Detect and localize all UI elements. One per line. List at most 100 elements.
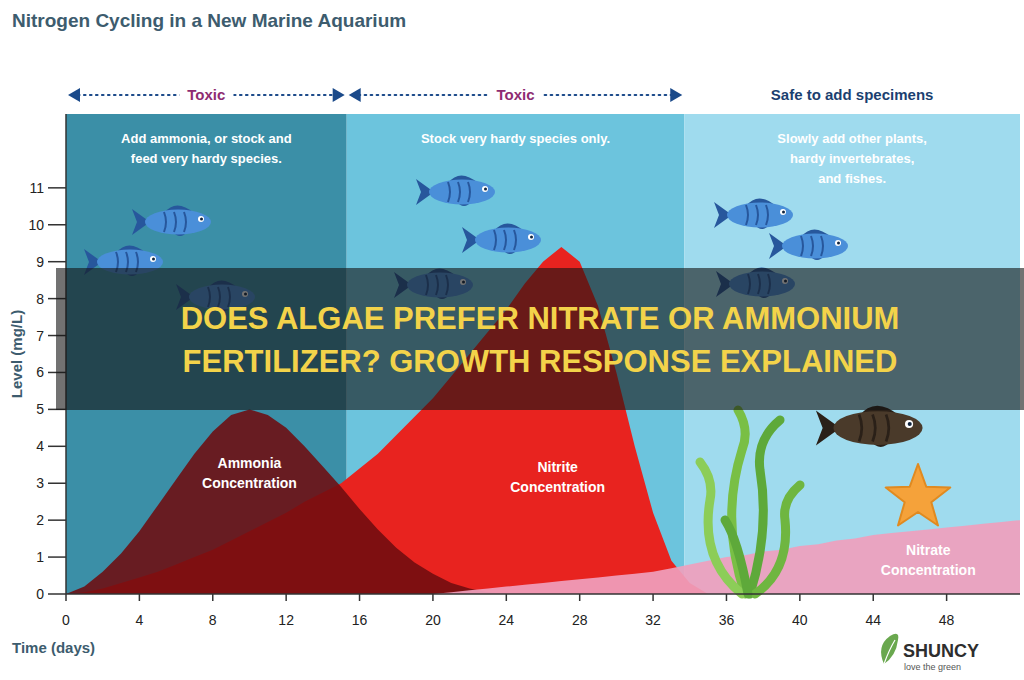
series-label-line: Concentration — [510, 479, 605, 495]
chart: Nitrogen Cycling in a New Marine Aquariu… — [0, 0, 1024, 680]
fish-stripe — [859, 415, 862, 442]
series-label: Ammonia Concentration — [202, 455, 297, 491]
fish-stripe — [886, 415, 889, 442]
zone-arrow-head — [670, 88, 682, 102]
x-tick-label: 32 — [645, 612, 661, 628]
x-tick — [579, 594, 581, 601]
series-label: Nitrite Concentration — [510, 459, 605, 495]
y-tick — [48, 519, 66, 521]
zone-header: Safe to add specimens — [771, 86, 934, 103]
x-axis-title: Time (days) — [12, 639, 95, 656]
zone-header-ground — [763, 85, 942, 105]
fish-illustration — [769, 230, 848, 261]
plant-illustration — [700, 410, 800, 594]
series-label-line: Ammonia — [218, 455, 282, 471]
fish-stripe — [801, 236, 803, 256]
fish-stripe — [504, 230, 506, 250]
watermark-text: SHUNCY — [903, 641, 979, 661]
fish-pupil — [530, 236, 533, 239]
x-tick-label: 44 — [865, 612, 881, 628]
y-tick-label: 6 — [36, 364, 44, 380]
fish-pupil — [200, 218, 203, 221]
y-tick-label: 4 — [36, 438, 44, 454]
zone-note: Stock very hardy species only. — [421, 131, 610, 146]
fish-stripe — [164, 212, 166, 232]
x-tick-label: 12 — [278, 612, 294, 628]
fish-body — [429, 180, 495, 205]
x-tick-label: 36 — [719, 612, 735, 628]
fish-stripe — [174, 212, 176, 232]
watermark: SHUNCYlove the green — [881, 634, 979, 672]
fish-stripe — [514, 230, 516, 250]
x-tick — [359, 594, 361, 601]
fish-pupil — [484, 188, 487, 191]
fish-stripe — [873, 415, 876, 442]
y-tick-label: 3 — [36, 475, 44, 491]
zone-header: Toxic — [496, 86, 534, 103]
x-tick — [872, 594, 874, 601]
fish-stripe — [756, 205, 758, 225]
zone-note: hardy invertebrates, — [790, 151, 914, 166]
fish-illustration — [816, 406, 923, 447]
x-tick-label: 40 — [792, 612, 808, 628]
series-label-line: Concentration — [202, 475, 297, 491]
watermark-leaf — [881, 634, 898, 664]
zone-arrow-head — [68, 88, 80, 102]
chart-title: Nitrogen Cycling in a New Marine Aquariu… — [12, 10, 406, 31]
y-tick-label: 10 — [28, 217, 44, 233]
y-tick-label: 5 — [36, 401, 44, 417]
x-tick — [726, 594, 728, 601]
y-tick — [48, 593, 66, 595]
series-label-line: Nitrite — [537, 459, 578, 475]
fish-pupil — [152, 258, 155, 261]
fish-eye — [905, 420, 913, 428]
zones — [66, 114, 1020, 594]
fish-eye — [482, 186, 488, 192]
plant-blade — [700, 462, 742, 594]
fish-pupil — [908, 422, 912, 426]
x-tick — [65, 594, 67, 601]
zone-arrow-head — [349, 88, 361, 102]
x-tick — [432, 594, 434, 601]
fish-illustration — [132, 206, 211, 237]
y-tick — [48, 556, 66, 558]
x-tick — [139, 594, 141, 601]
x-tick-label: 48 — [939, 612, 955, 628]
banner-line: FERTILIZER? GROWTH RESPONSE EXPLAINED — [183, 344, 898, 379]
y-tick-label: 2 — [36, 512, 44, 528]
y-tick — [48, 187, 66, 189]
x-tick — [506, 594, 508, 601]
x-tick-label: 0 — [62, 612, 70, 628]
fish-eye — [150, 256, 156, 262]
fish-stripe — [494, 230, 496, 250]
y-tick — [48, 261, 66, 263]
y-tick-label: 11 — [29, 180, 44, 196]
fish-stripe — [821, 236, 823, 256]
fish-stripe — [766, 205, 768, 225]
watermark-tagline: love the green — [904, 662, 961, 672]
x-tick-label: 24 — [499, 612, 515, 628]
fish-stripe — [448, 182, 450, 202]
x-tick — [946, 594, 948, 601]
banner-line: DOES ALGAE PREFER NITRATE OR AMMONIUM — [181, 301, 900, 336]
fish-stripe — [746, 205, 748, 225]
banner-band — [56, 268, 1024, 410]
x-tick-label: 16 — [352, 612, 368, 628]
x-tick-label: 4 — [135, 612, 143, 628]
zone-header-ground — [179, 85, 233, 105]
watermark-leaf-vein — [884, 640, 895, 664]
fish-body — [833, 411, 922, 445]
fish-eye — [198, 216, 204, 222]
x-tick-label: 28 — [572, 612, 588, 628]
fish-body — [145, 210, 211, 235]
y-tick — [48, 224, 66, 226]
zone-note: Add ammonia, or stock and — [121, 131, 292, 146]
series-label: NitrateConcentration — [881, 542, 976, 578]
page: {"chart_data": { "type": "area", "title"… — [0, 0, 1024, 680]
x-tick-label: 20 — [425, 612, 441, 628]
plant-blade — [725, 520, 748, 594]
plant-blade — [755, 485, 800, 594]
fish-pupil — [837, 242, 840, 245]
x-axis — [66, 593, 1020, 595]
x-tick — [212, 594, 214, 601]
